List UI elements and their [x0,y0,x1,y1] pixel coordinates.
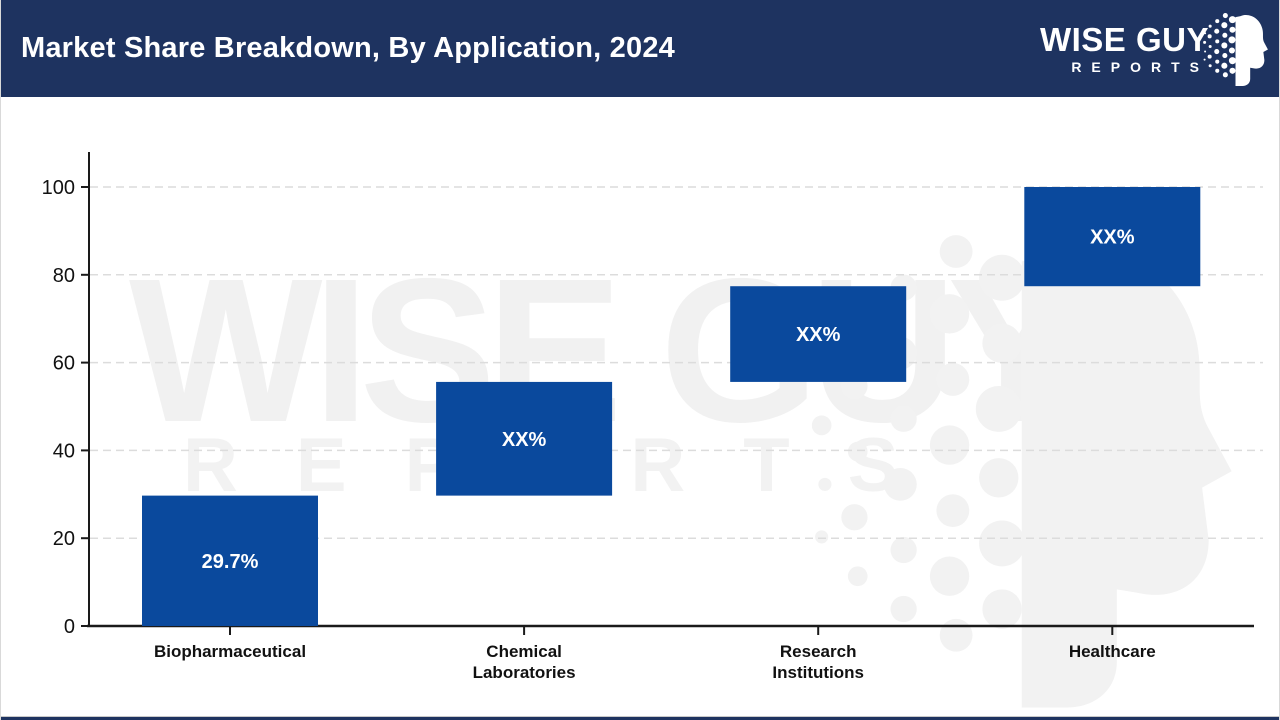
logo-brand-sub: REPORTS [1071,58,1209,75]
bar-value-label-research-institutions: XX% [796,324,841,346]
bar-value-label-healthcare: XX% [1090,227,1135,249]
y-tick-label-40: 40 [53,440,75,462]
logo-text: WISE GUY REPORTS [1040,23,1209,75]
y-tick-label-60: 60 [53,353,75,375]
header-bar: Market Share Breakdown, By Application, … [1,0,1279,97]
category-label-biopharmaceutical: Biopharmaceutical [154,642,306,661]
y-tick-label-100: 100 [42,177,75,199]
logo-head-icon [1203,11,1269,87]
category-label-research-institutions: Research Institutions [772,642,864,682]
chart-title: Market Share Breakdown, By Application, … [21,32,675,64]
bar-value-label-biopharmaceutical: 29.7% [202,551,259,573]
bar-biopharmaceutical [142,495,318,626]
logo-brand-name: WISE GUY [1039,20,1209,58]
category-label-chemical-laboratories: Chemical Laboratories [473,642,576,682]
y-tick-label-20: 20 [53,528,75,550]
y-tick-label-0: 0 [64,616,75,638]
bar-value-label-chemical-laboratories: XX% [502,429,547,451]
footer-strip [1,717,1279,720]
y-tick-label-80: 80 [53,265,75,287]
bar-chemical-laboratories [436,381,613,496]
category-label-healthcare: Healthcare [1069,642,1156,661]
wiseguy-logo: WISE GUY REPORTS [1040,0,1269,97]
bottom-border-line [1,716,1279,717]
